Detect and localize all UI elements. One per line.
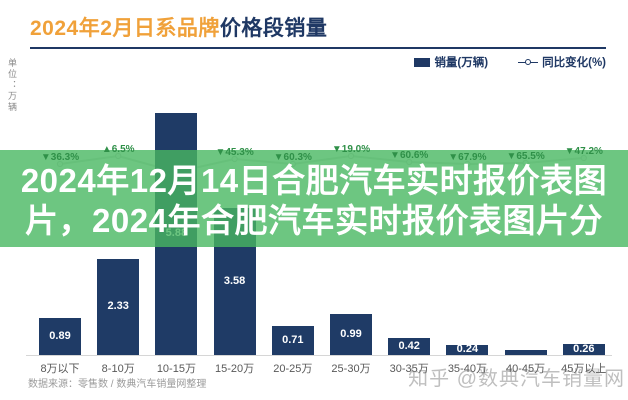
watermark: 知乎 @数典汽车销量网 [408, 368, 625, 390]
bar-value-label: 0.26 [573, 342, 595, 355]
overlay-banner: 2024年12月14日合肥汽车实时报价表图 片，2024年合肥汽车实时报价表图片… [0, 150, 628, 247]
x-tick-label: 25-30万 [331, 363, 371, 375]
x-tick-label: 8万以下 [40, 363, 80, 375]
x-axis-line [26, 355, 612, 356]
bar [504, 350, 547, 355]
bar-value-label: 0.71 [282, 333, 304, 346]
bar-value-label: 0.24 [456, 343, 479, 355]
legend-sales-label: 销量(万辆) [434, 57, 489, 69]
x-tick-label: 20-25万 [273, 363, 313, 375]
bar [388, 338, 431, 355]
bar-legend-swatch-icon [414, 57, 431, 67]
chart-title: 2024年2月日系品牌价格段销量 [30, 12, 327, 42]
bar-value-label: 0.42 [398, 339, 420, 352]
y-axis-unit-label: 单位：万辆 [7, 58, 17, 113]
bar [446, 345, 489, 355]
data-source-note: 数据来源：零售数 / 数典汽车销量网整理 [28, 379, 207, 390]
bar-value-label: 2.33 [107, 300, 129, 312]
x-tick-label: 15-20万 [215, 363, 255, 375]
legend-item-yoy: 同比变化(%) [518, 54, 606, 70]
x-tick-label: 45万以上 [561, 363, 607, 375]
overlay-headline-line1: 2024年12月14日合肥汽车实时报价表图 [20, 162, 608, 199]
bar-value-label: 3.58 [223, 274, 246, 287]
title-divider [30, 47, 606, 49]
line-legend-swatch-icon [518, 58, 539, 67]
bar-value-label: 0.99 [340, 327, 362, 340]
x-tick-label: 35-40万 [447, 363, 487, 375]
chart-title-highlight: 2024年2月日系品牌 [30, 17, 220, 40]
bar [97, 259, 140, 355]
bar [271, 326, 314, 355]
bar [562, 344, 605, 355]
legend: 销量(万辆) 同比变化(%) [414, 54, 606, 70]
x-tick-label: 40-45万 [506, 363, 546, 375]
bar [39, 318, 81, 355]
x-tick-label: 10-15万 [156, 363, 196, 375]
x-tick-label: 8-10万 [101, 363, 135, 375]
line-marker-icon [525, 59, 532, 65]
bar-value-label: 0.89 [49, 329, 71, 342]
legend-item-sales: 销量(万辆) [414, 54, 488, 70]
overlay-headline-line2: 片，2024年合肥汽车实时报价表图片分 [25, 202, 603, 239]
chart-title-rest: 价格段销量 [219, 17, 328, 40]
legend-yoy-label: 同比变化(%) [542, 57, 606, 69]
x-tick-label: 30-35万 [389, 363, 429, 375]
bar [330, 314, 372, 355]
